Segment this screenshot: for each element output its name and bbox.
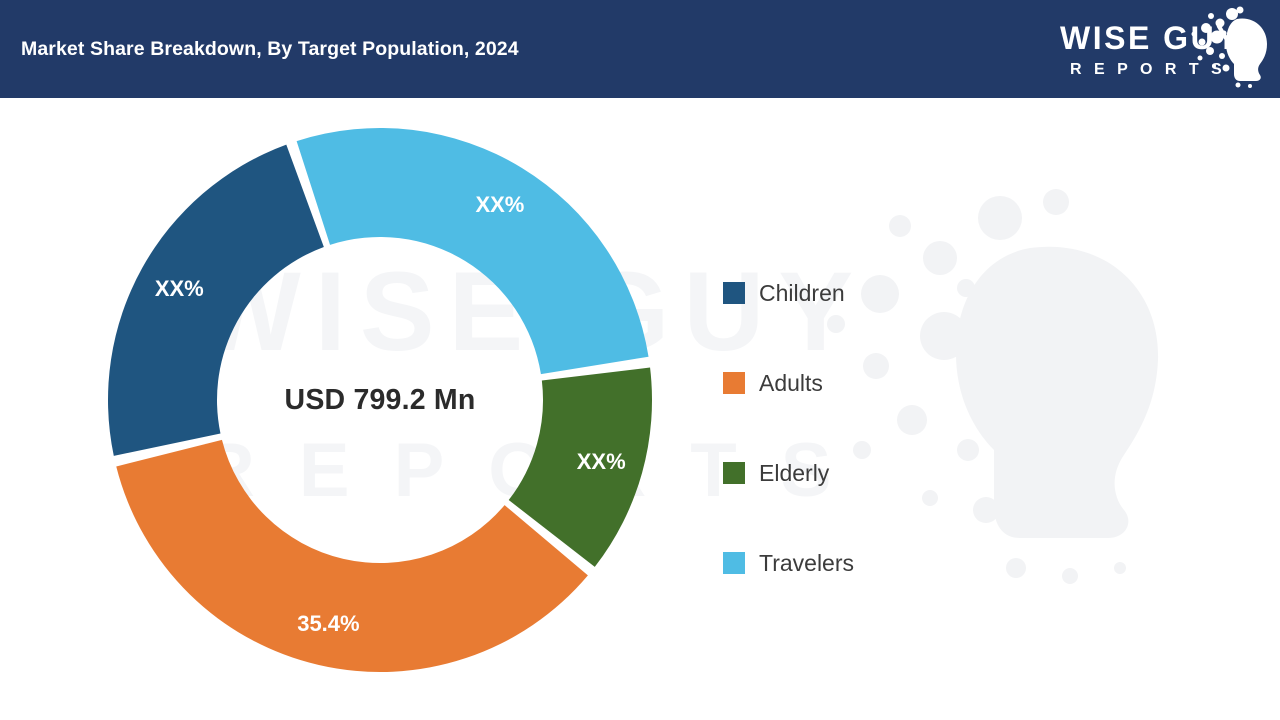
slice-label-travelers: XX% [475,192,524,217]
head-silhouette-path [1226,18,1267,81]
logo-line2-text: R E P O R T S [1070,61,1226,78]
donut-slice-adults[interactable] [116,439,588,673]
legend-label-elderly: Elderly [759,459,830,486]
legend-item-children[interactable]: Children [723,248,963,338]
legend-label-travelers: Travelers [759,549,854,576]
slice-label-elderly: XX% [577,449,626,474]
legend-label-adults: Adults [759,369,823,396]
page-header: Market Share Breakdown, By Target Popula… [0,0,1280,98]
chart-legend: Children Adults Elderly Travelers [723,248,963,608]
legend-swatch-travelers [723,552,745,574]
legend-label-children: Children [759,279,845,306]
wise-guy-reports-logo: WISE GUY R E P O R T S [1054,6,1272,90]
legend-swatch-adults [723,372,745,394]
donut-slice-travelers[interactable] [296,127,649,375]
watermark-head-silhouette-path [956,246,1159,538]
head-profile-dots-icon [1191,6,1267,88]
legend-swatch-elderly [723,462,745,484]
donut-chart: XX% 35.4% XX% XX% USD 799.2 Mn [105,125,655,675]
legend-swatch-children [723,282,745,304]
legend-item-travelers[interactable]: Travelers [723,518,963,608]
donut-chart-svg: XX% 35.4% XX% XX% [108,127,653,673]
donut-slice-labels-group: XX% 35.4% XX% XX% [155,192,626,636]
legend-item-adults[interactable]: Adults [723,338,963,428]
page-title: Market Share Breakdown, By Target Popula… [21,37,519,60]
donut-slice-elderly[interactable] [508,367,653,567]
slice-label-children: XX% [155,276,204,301]
slice-label-adults: 35.4% [297,611,359,636]
donut-slice-children[interactable] [108,144,324,456]
legend-item-elderly[interactable]: Elderly [723,428,963,518]
donut-slices-group [108,127,653,673]
